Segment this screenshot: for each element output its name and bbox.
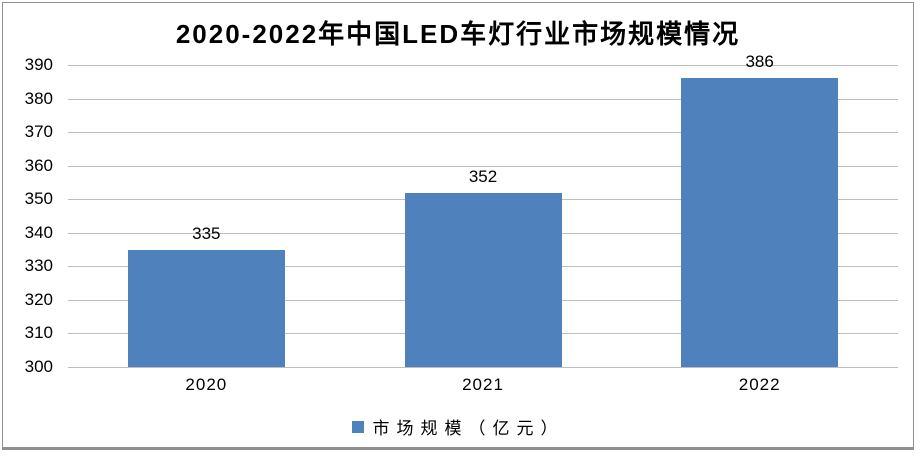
bar-value-label: 352 [468,166,498,186]
gridline [68,132,898,134]
bar-2022 [681,78,839,367]
y-axis-tick-label: 350 [24,189,53,209]
chart-frame: 2020-2022年中国LED车灯行业市场规模情况 335 2020 352 2021… [2,2,914,450]
y-axis-tick-label: 300 [24,357,53,376]
gridline [68,165,898,167]
y-axis-tick-label: 340 [24,222,53,242]
x-axis-tick-label: 2022 [738,375,781,394]
bar-2021 [404,192,562,367]
y-axis-tick-label: 330 [24,256,53,276]
bar-2020 [127,249,285,367]
gridline [68,65,898,66]
plot-area: 335 2020 352 2021 386 2022 [68,52,898,394]
y-axis-tick-label: 370 [24,122,53,142]
legend-label: 市场规模（亿元） [372,419,565,438]
gridline [68,367,898,368]
x-axis-tick-label: 2020 [185,375,228,394]
y-axis-tick-label: 310 [24,323,53,343]
y-axis-tick-label: 380 [24,88,53,108]
legend: 市场规模（亿元） [3,414,913,439]
chart-title: 2020-2022年中国LED车灯行业市场规模情况 [175,19,741,49]
y-axis-tick-label: 390 [24,55,53,74]
gridline [68,98,898,100]
y-axis-tick-label: 360 [24,155,53,175]
y-axis-tick-label: 320 [24,289,53,309]
bar-value-label: 335 [192,223,221,243]
legend-square-marker-icon [351,420,364,433]
bar-value-label: 386 [745,52,774,72]
x-axis-tick-label: 2021 [462,375,504,394]
